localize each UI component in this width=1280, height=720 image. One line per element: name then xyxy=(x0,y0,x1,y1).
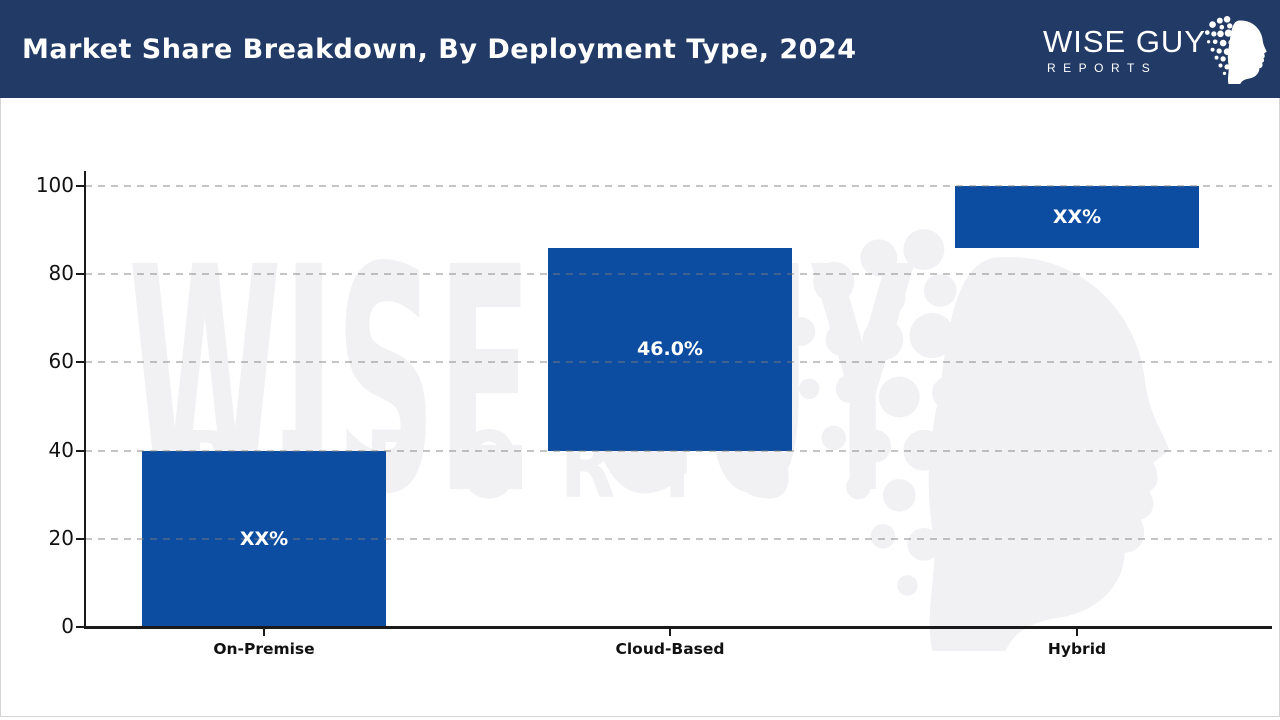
x-category-label: Hybrid xyxy=(1047,640,1107,658)
x-tick-mark xyxy=(263,629,265,636)
y-tick-mark xyxy=(76,185,84,187)
wiseguy-face-icon xyxy=(1204,16,1267,84)
header-band: Market Share Breakdown, By Deployment Ty… xyxy=(0,0,1280,98)
bar-value-label: XX% xyxy=(239,527,289,550)
x-tick-mark xyxy=(1076,629,1078,636)
y-tick-label: 0 xyxy=(61,614,74,638)
wiseguy-logo: WISE GUY REPORTS xyxy=(1043,4,1268,96)
y-tick-label: 40 xyxy=(48,437,74,462)
bar-value-label: 46.0% xyxy=(637,338,703,361)
y-tick-label: 60 xyxy=(48,349,74,374)
logo-wordmark: WISE GUY xyxy=(1042,23,1206,59)
x-category-label: On-Premise xyxy=(213,640,315,658)
x-tick-mark xyxy=(669,629,671,636)
y-tick-label: 20 xyxy=(48,525,74,550)
y-tick-label: 100 xyxy=(35,173,74,197)
y-gridline xyxy=(85,361,1272,364)
y-tick-label: 80 xyxy=(48,261,74,286)
y-tick-mark xyxy=(76,361,84,364)
bar-segment xyxy=(955,186,1199,248)
y-tick-mark xyxy=(76,449,84,452)
frame-edge-left xyxy=(0,98,1,717)
y-gridline xyxy=(85,185,1272,187)
bar-segment xyxy=(142,450,386,627)
x-axis-spine xyxy=(84,626,1272,629)
y-tick-mark xyxy=(76,273,84,276)
bar-value-label: XX% xyxy=(1052,205,1102,228)
x-category-label: Cloud-Based xyxy=(615,640,725,658)
y-axis-spine xyxy=(84,171,86,629)
watermark-face-icon xyxy=(786,229,1170,651)
y-gridline xyxy=(85,273,1272,276)
y-tick-mark xyxy=(76,626,84,628)
y-tick-mark xyxy=(76,537,84,540)
y-gridline xyxy=(85,537,1272,540)
bar-segment xyxy=(548,247,792,451)
logo-subtitle: REPORTS xyxy=(1046,60,1158,75)
logo-text: WISE GUY REPORTS xyxy=(1043,26,1206,75)
frame-edge-bottom xyxy=(0,716,1280,717)
chart-title: Market Share Breakdown, By Deployment Ty… xyxy=(22,33,857,65)
y-gridline xyxy=(85,449,1272,452)
